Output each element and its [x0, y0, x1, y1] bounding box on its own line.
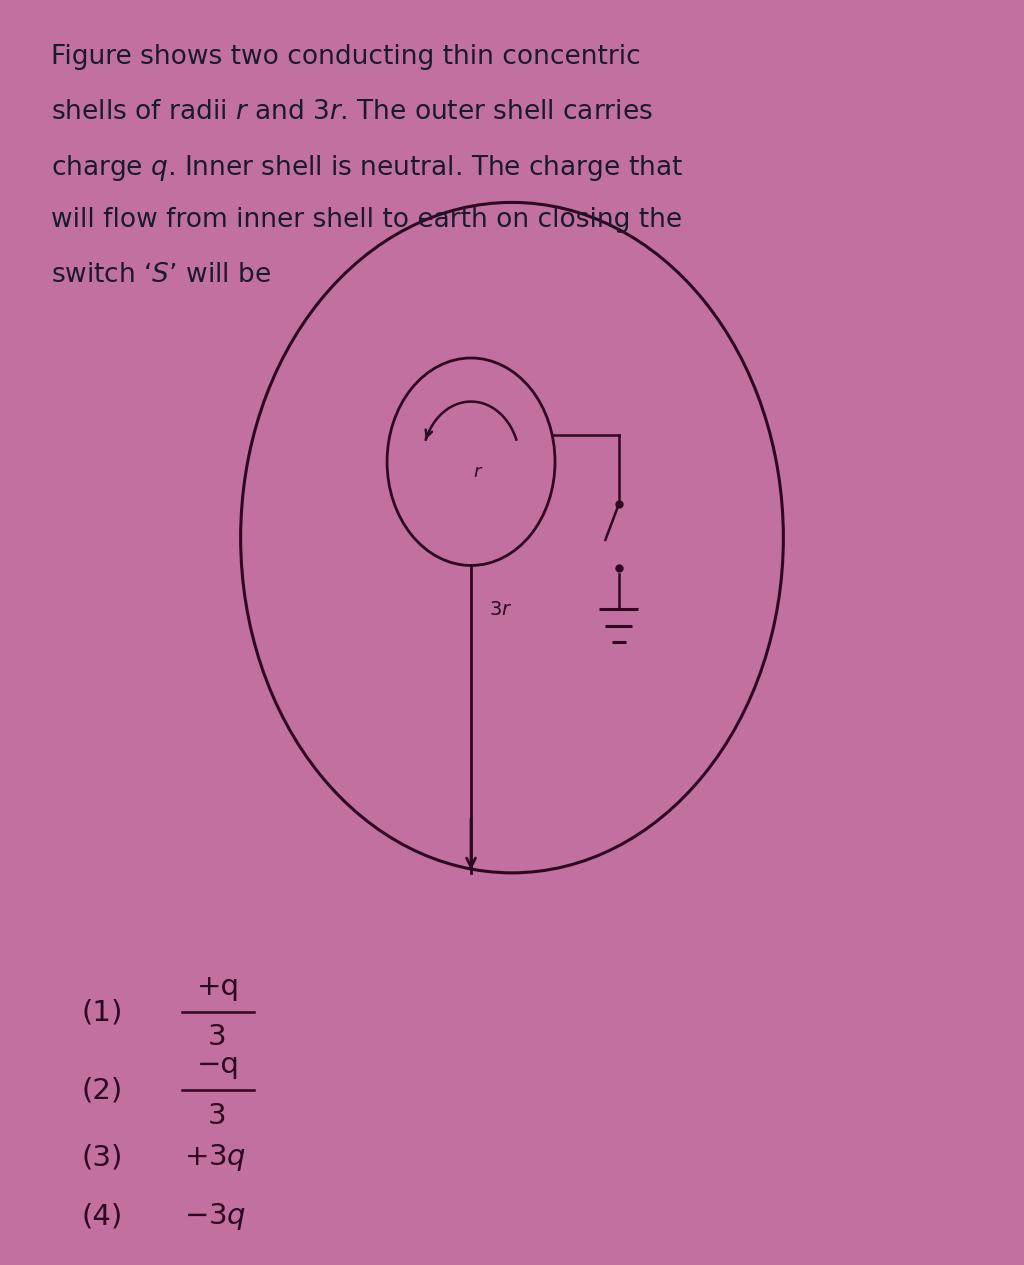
Text: −q: −q: [197, 1051, 240, 1079]
Text: (4): (4): [82, 1203, 123, 1231]
Text: +q: +q: [197, 973, 240, 1001]
Text: charge $q$. Inner shell is neutral. The charge that: charge $q$. Inner shell is neutral. The …: [51, 153, 683, 183]
Text: (1): (1): [82, 998, 123, 1026]
Text: switch ‘$S$’ will be: switch ‘$S$’ will be: [51, 262, 271, 288]
Text: Figure shows two conducting thin concentric: Figure shows two conducting thin concent…: [51, 44, 641, 71]
Text: −3$q$: −3$q$: [184, 1202, 247, 1232]
Text: (2): (2): [82, 1077, 123, 1104]
Text: shells of radii $r$ and 3$r$. The outer shell carries: shells of radii $r$ and 3$r$. The outer …: [51, 99, 653, 125]
Text: (3): (3): [82, 1144, 123, 1171]
Text: 3: 3: [208, 1102, 226, 1130]
Text: 3: 3: [208, 1023, 226, 1051]
Text: +3$q$: +3$q$: [184, 1142, 247, 1173]
Text: $3r$: $3r$: [489, 600, 513, 620]
Text: $r$: $r$: [473, 463, 483, 481]
Text: will flow from inner shell to earth on closing the: will flow from inner shell to earth on c…: [51, 207, 682, 234]
